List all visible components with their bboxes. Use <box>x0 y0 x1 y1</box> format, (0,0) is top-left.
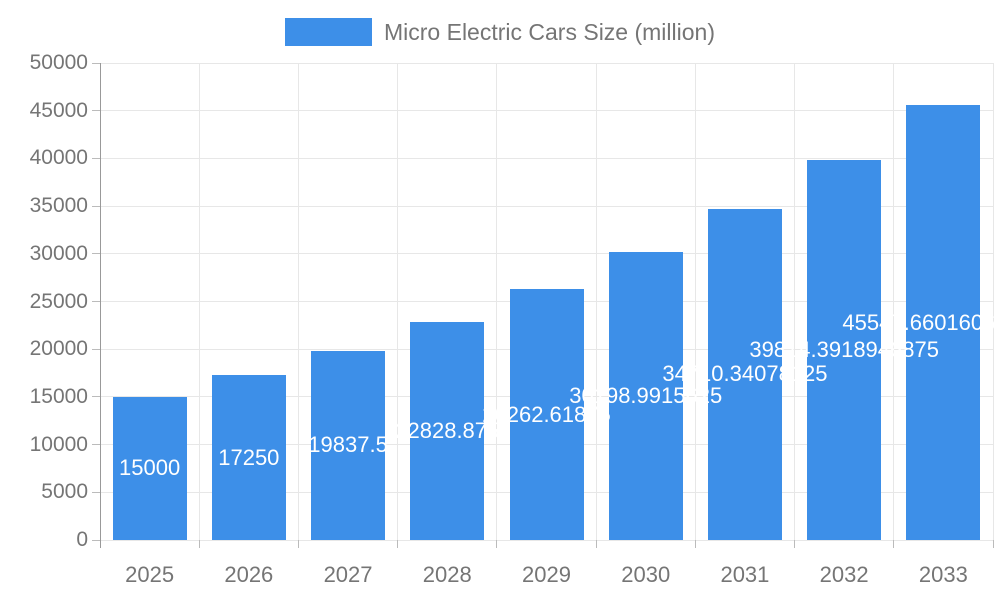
x-axis-tick-label: 2032 <box>819 562 869 587</box>
bar-2025 <box>112 396 187 540</box>
bar-2033 <box>906 105 981 540</box>
v-gridline <box>397 63 399 540</box>
v-gridline <box>893 63 895 540</box>
y-tick-mark <box>92 396 100 398</box>
h-gridline <box>100 157 993 159</box>
x-tick-mark <box>992 540 994 548</box>
y-axis-tick-label: 10000 <box>29 432 88 456</box>
legend-swatch-icon[interactable] <box>285 18 372 46</box>
bar-value-label: 26262.61875 <box>482 401 611 427</box>
y-tick-mark <box>92 110 100 112</box>
x-axis-tick-label: 2029 <box>522 562 571 587</box>
h-gridline <box>100 205 993 207</box>
y-axis-tick-label: 40000 <box>29 146 88 170</box>
x-axis-tick-label: 2030 <box>621 562 671 587</box>
bar-value-label: 19837.5 <box>308 432 388 458</box>
y-axis-tick-label: 45000 <box>29 98 88 122</box>
x-axis-tick-label: 2025 <box>125 562 175 587</box>
y-axis-tick-label: 50000 <box>29 51 88 74</box>
x-tick-mark <box>397 540 399 548</box>
bar-2028 <box>410 322 485 540</box>
bar-value-label: 15000 <box>119 455 181 481</box>
x-tick-mark <box>595 540 597 548</box>
x-axis-tick-label: 2033 <box>918 562 968 587</box>
y-tick-mark <box>92 539 100 541</box>
bar-2029 <box>509 289 584 540</box>
y-tick-mark <box>92 301 100 302</box>
y-tick-mark <box>92 444 100 446</box>
x-axis-tick-label: 2027 <box>323 562 373 587</box>
h-gridline <box>100 539 993 541</box>
y-tick-mark <box>92 348 100 350</box>
y-tick-mark <box>92 157 100 159</box>
y-axis-tick-label: 30000 <box>29 241 88 265</box>
x-tick-mark <box>496 540 498 548</box>
x-axis-tick-label: 2031 <box>720 562 770 587</box>
bar-value-label: 30198.9915625 <box>569 382 723 408</box>
y-tick-mark <box>92 62 100 64</box>
legend: Micro Electric Cars Size (million) <box>0 18 1000 46</box>
x-tick-mark <box>694 540 696 548</box>
x-axis-tick-label: 2028 <box>422 562 472 587</box>
y-axis-tick-label: 25000 <box>29 289 88 313</box>
y-tick-mark <box>92 253 100 255</box>
v-gridline <box>694 63 696 540</box>
bar-2026 <box>211 375 286 540</box>
v-gridline <box>595 63 597 540</box>
bar-2032 <box>807 160 882 540</box>
v-gridline <box>198 63 200 540</box>
y-axis-line <box>100 63 101 548</box>
x-tick-mark <box>794 540 796 548</box>
h-gridline <box>100 62 993 64</box>
v-gridline <box>297 63 299 540</box>
y-tick-mark <box>92 205 100 207</box>
bar-value-label: 22828.875 <box>395 418 500 444</box>
y-tick-mark <box>92 491 100 493</box>
x-axis-tick-label: 2026 <box>224 562 274 587</box>
x-tick-mark <box>198 540 200 548</box>
v-gridline <box>992 63 994 540</box>
bar-value-label: 34710.34078125 <box>662 361 828 387</box>
x-tick-mark <box>297 540 299 548</box>
bar-2030 <box>608 251 683 540</box>
y-axis-tick-label: 0 <box>76 528 88 551</box>
v-gridline <box>496 63 498 540</box>
v-gridline <box>794 63 796 540</box>
y-axis-tick-label: 5000 <box>41 480 88 504</box>
plot-area: 15000 17250 19837.5 22828.875 26262.61875 301… <box>92 62 1000 587</box>
y-axis-tick-label: 35000 <box>29 194 88 218</box>
x-tick-mark <box>893 540 895 548</box>
h-gridline <box>100 253 993 255</box>
bar-value-label: 17250 <box>218 444 280 470</box>
bar-value-label: 45547.66016065625 <box>842 309 1000 335</box>
bar-2031 <box>707 208 782 540</box>
legend-label[interactable]: Micro Electric Cars Size (million) <box>384 18 715 45</box>
h-gridline <box>100 110 993 112</box>
bar-2027 <box>311 350 386 540</box>
y-axis-tick-label: 15000 <box>29 384 88 408</box>
y-axis-tick-label: 20000 <box>29 337 88 361</box>
bar-value-label: 39814.3918946875 <box>749 337 939 363</box>
